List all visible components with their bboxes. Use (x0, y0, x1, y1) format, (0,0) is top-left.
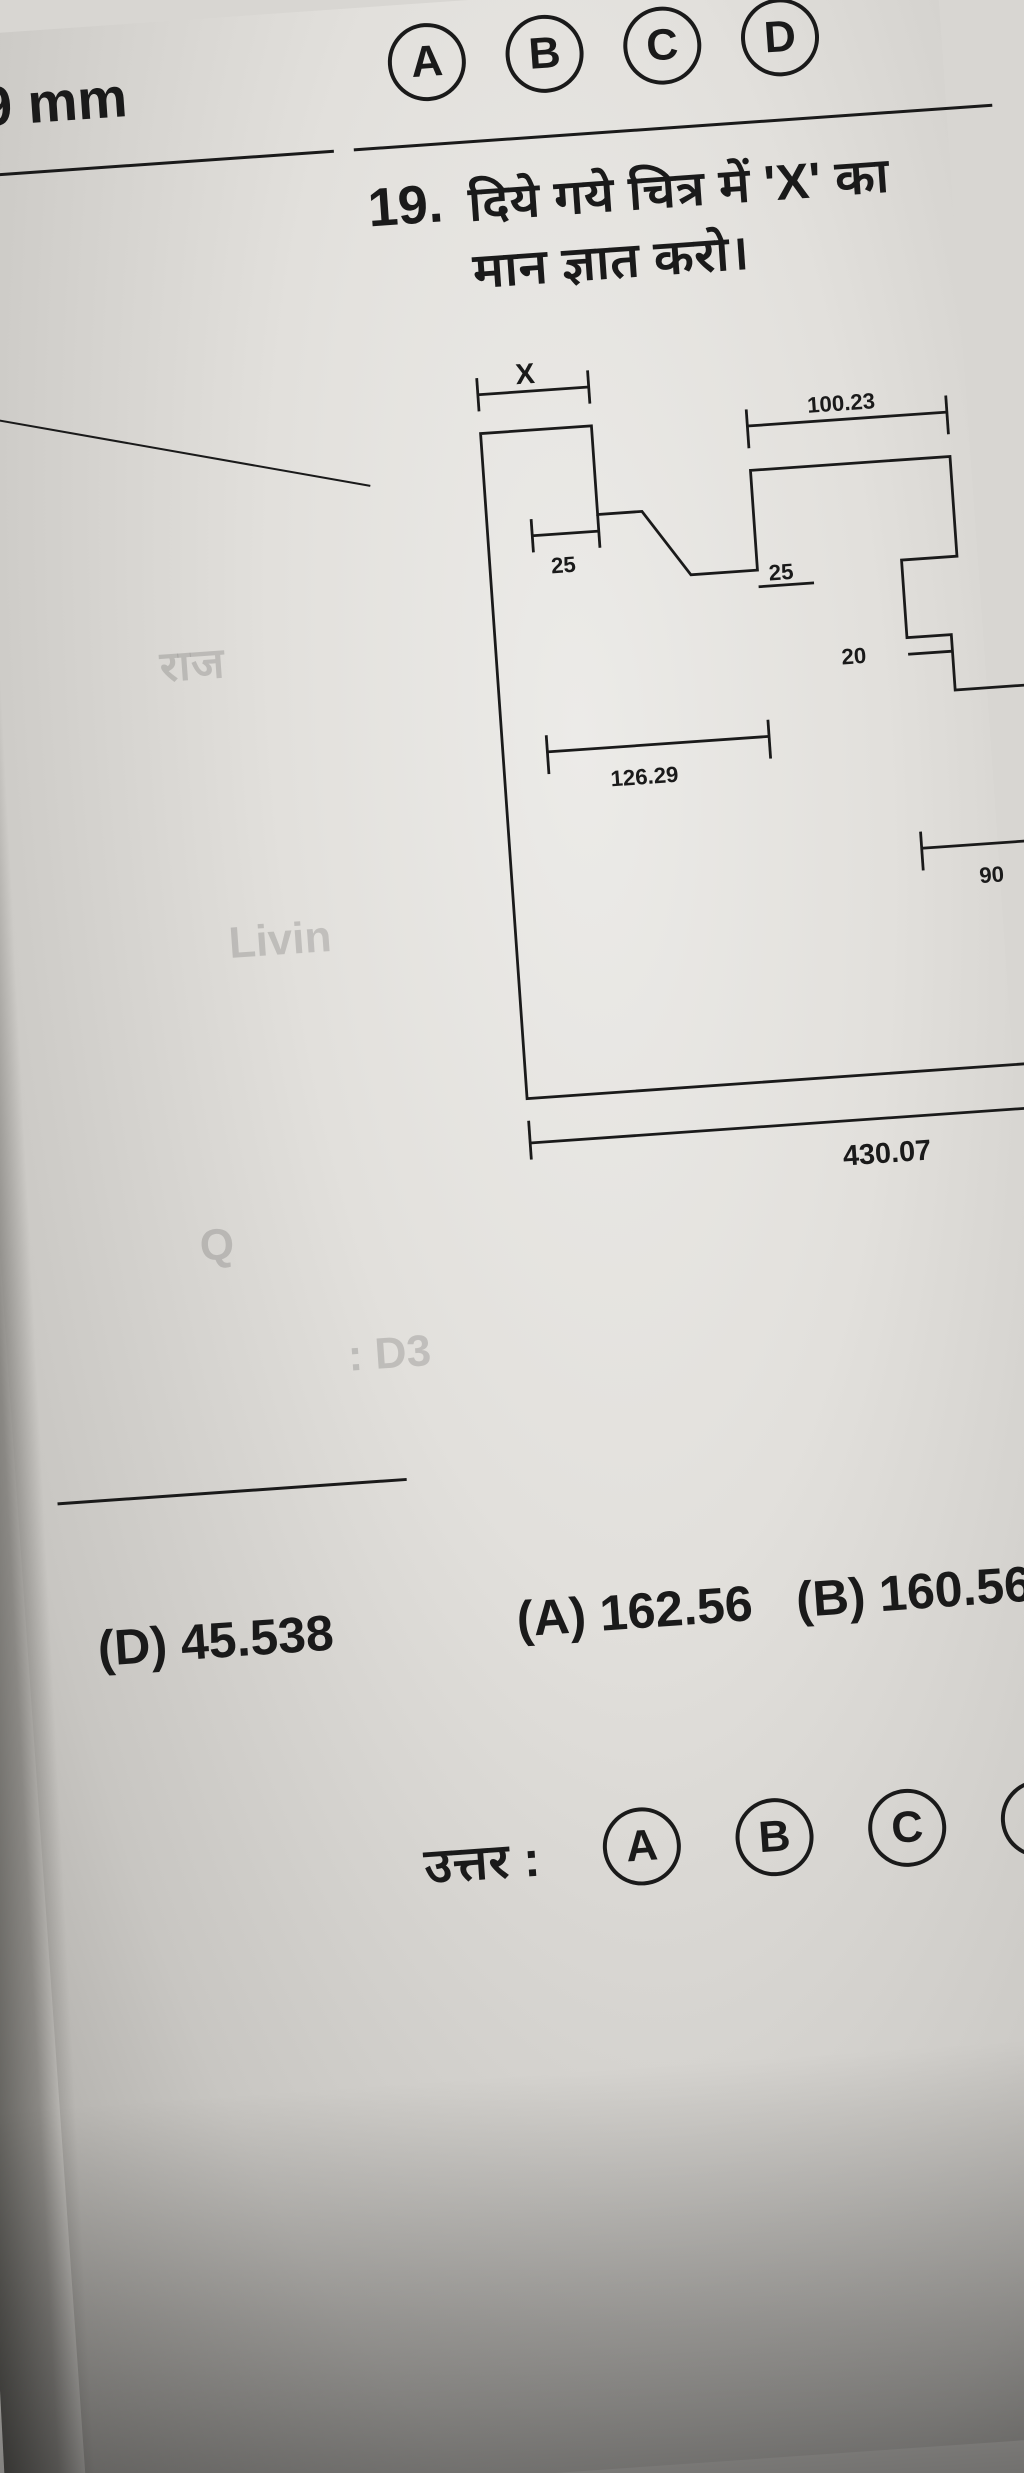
rule-diag (0, 403, 370, 487)
dim-25a: 25 (550, 552, 576, 579)
rule-mid-left (57, 1478, 406, 1505)
top-letter-b: B (503, 12, 586, 95)
dim-x: X (514, 358, 535, 391)
dim-430-07: 430.07 (842, 1134, 932, 1172)
engineering-diagram: X 25 100.23 40.99 25 20 20 126.29 (405, 235, 1024, 1302)
dim-126-29: 126.29 (610, 762, 680, 792)
option-b[interactable]: (B) 160.56 (794, 1555, 1024, 1629)
dim-100-23: 100.23 (806, 388, 876, 418)
rule-top-right (354, 104, 993, 152)
answer-b[interactable]: B (733, 1796, 816, 1879)
bottom-vignette (0, 2028, 1024, 2473)
dim-25b: 25 (768, 559, 794, 586)
dim-90: 90 (978, 861, 1004, 888)
rule-top-left (0, 150, 334, 181)
question-number: 19. (366, 172, 445, 239)
option-a[interactable]: (A) 162.56 (515, 1574, 755, 1648)
answer-d[interactable]: D (998, 1777, 1024, 1860)
answer-c[interactable]: C (866, 1786, 949, 1869)
answer-letter-row: A B C D (600, 1777, 1024, 1888)
left-option-d-remnant: (D) 45.538 (96, 1603, 336, 1677)
top-letter-c: C (621, 4, 704, 87)
answer-label: उत्तर : (422, 1830, 543, 1905)
answer-a[interactable]: A (600, 1805, 683, 1888)
top-letter-a: A (385, 20, 468, 103)
top-letter-row: A B C D (385, 0, 821, 104)
dim-20a: 20 (841, 643, 867, 670)
top-left-fragment: 59 mm (0, 64, 129, 141)
top-letter-d: D (738, 0, 821, 79)
